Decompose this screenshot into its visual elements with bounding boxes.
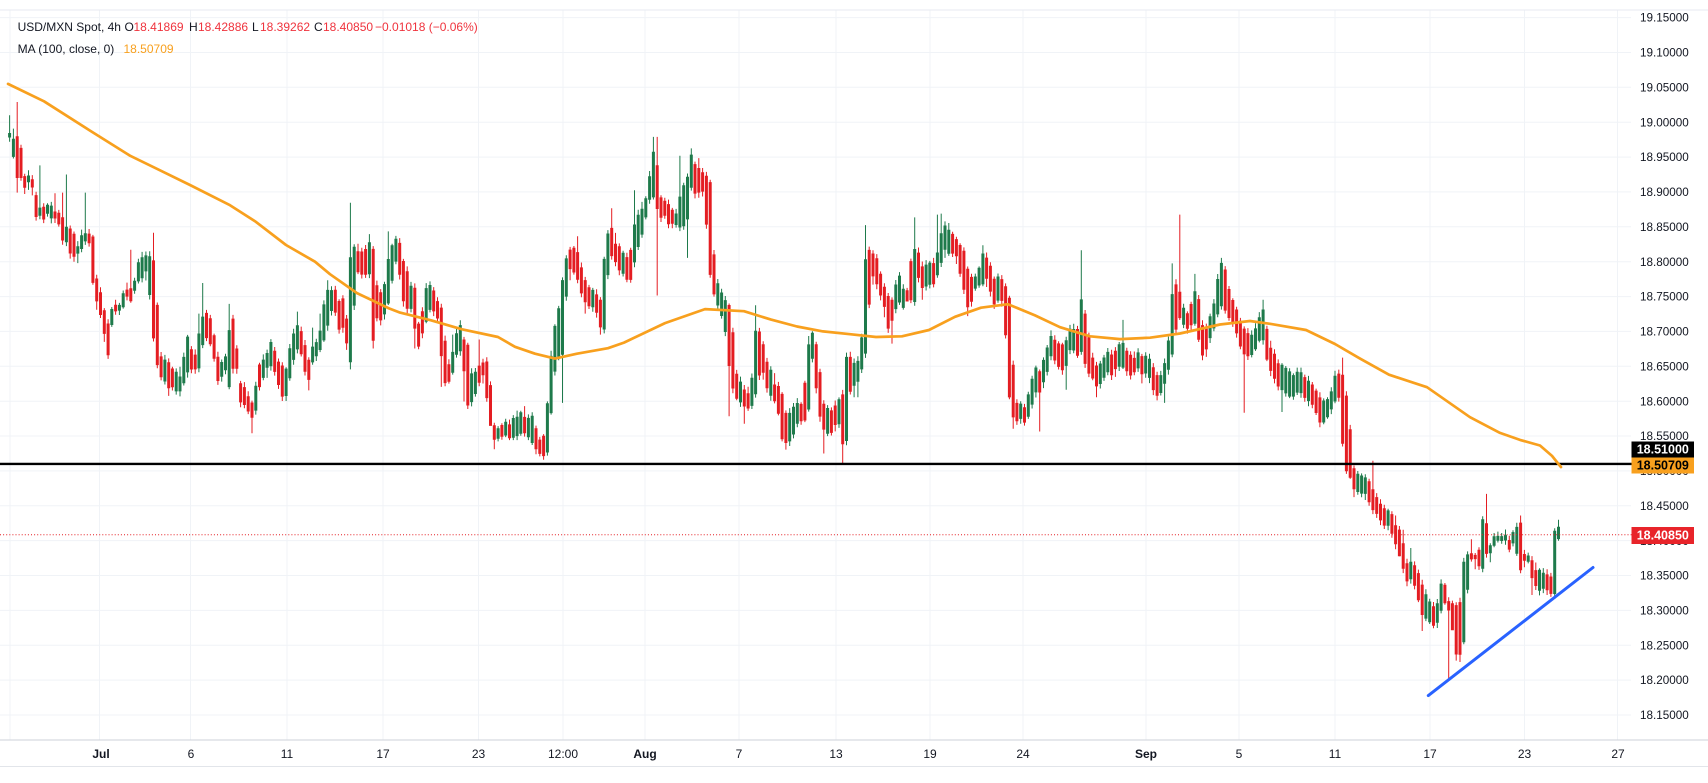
svg-text:12:00: 12:00 xyxy=(548,747,578,761)
svg-text:13: 13 xyxy=(829,747,843,761)
svg-text:19.15000: 19.15000 xyxy=(1640,12,1689,25)
svg-text:18.50709: 18.50709 xyxy=(1637,459,1689,473)
svg-text:18.51000: 18.51000 xyxy=(1637,443,1689,457)
svg-text:6: 6 xyxy=(188,747,195,761)
svg-text:Sep: Sep xyxy=(1135,747,1157,761)
svg-text:18.55000: 18.55000 xyxy=(1640,430,1689,443)
svg-text:18.85000: 18.85000 xyxy=(1640,221,1689,234)
svg-text:18.30000: 18.30000 xyxy=(1640,605,1689,618)
svg-text:18.65000: 18.65000 xyxy=(1640,360,1689,373)
svg-text:7: 7 xyxy=(736,747,743,761)
svg-text:19.10000: 19.10000 xyxy=(1640,47,1689,60)
svg-text:27: 27 xyxy=(1611,747,1625,761)
svg-text:18.90000: 18.90000 xyxy=(1640,186,1689,199)
svg-text:23: 23 xyxy=(472,747,486,761)
svg-text:23: 23 xyxy=(1518,747,1532,761)
svg-text:18.70000: 18.70000 xyxy=(1640,326,1689,339)
svg-text:18.20000: 18.20000 xyxy=(1640,674,1689,687)
svg-text:18.95000: 18.95000 xyxy=(1640,151,1689,164)
svg-text:Aug: Aug xyxy=(633,747,656,761)
svg-text:17: 17 xyxy=(376,747,390,761)
svg-text:18.35000: 18.35000 xyxy=(1640,570,1689,583)
svg-text:18.60000: 18.60000 xyxy=(1640,395,1689,408)
svg-text:11: 11 xyxy=(281,747,294,761)
svg-text:18.15000: 18.15000 xyxy=(1640,709,1689,722)
svg-text:17: 17 xyxy=(1423,747,1437,761)
svg-text:19: 19 xyxy=(923,747,937,761)
svg-text:18.40850: 18.40850 xyxy=(1637,529,1689,543)
svg-text:19.00000: 19.00000 xyxy=(1640,116,1689,129)
svg-text:MA (100, close, 0)18.50709: MA (100, close, 0) 18.50709 xyxy=(18,42,174,56)
svg-text:Jul: Jul xyxy=(92,747,109,761)
svg-text:11: 11 xyxy=(1329,747,1342,761)
svg-text:18.80000: 18.80000 xyxy=(1640,256,1689,269)
svg-text:18.25000: 18.25000 xyxy=(1640,639,1689,652)
svg-text:24: 24 xyxy=(1016,747,1030,761)
svg-text:19.05000: 19.05000 xyxy=(1640,81,1689,94)
svg-text:18.45000: 18.45000 xyxy=(1640,500,1689,513)
svg-text:18.75000: 18.75000 xyxy=(1640,291,1689,304)
svg-text:5: 5 xyxy=(1236,747,1243,761)
